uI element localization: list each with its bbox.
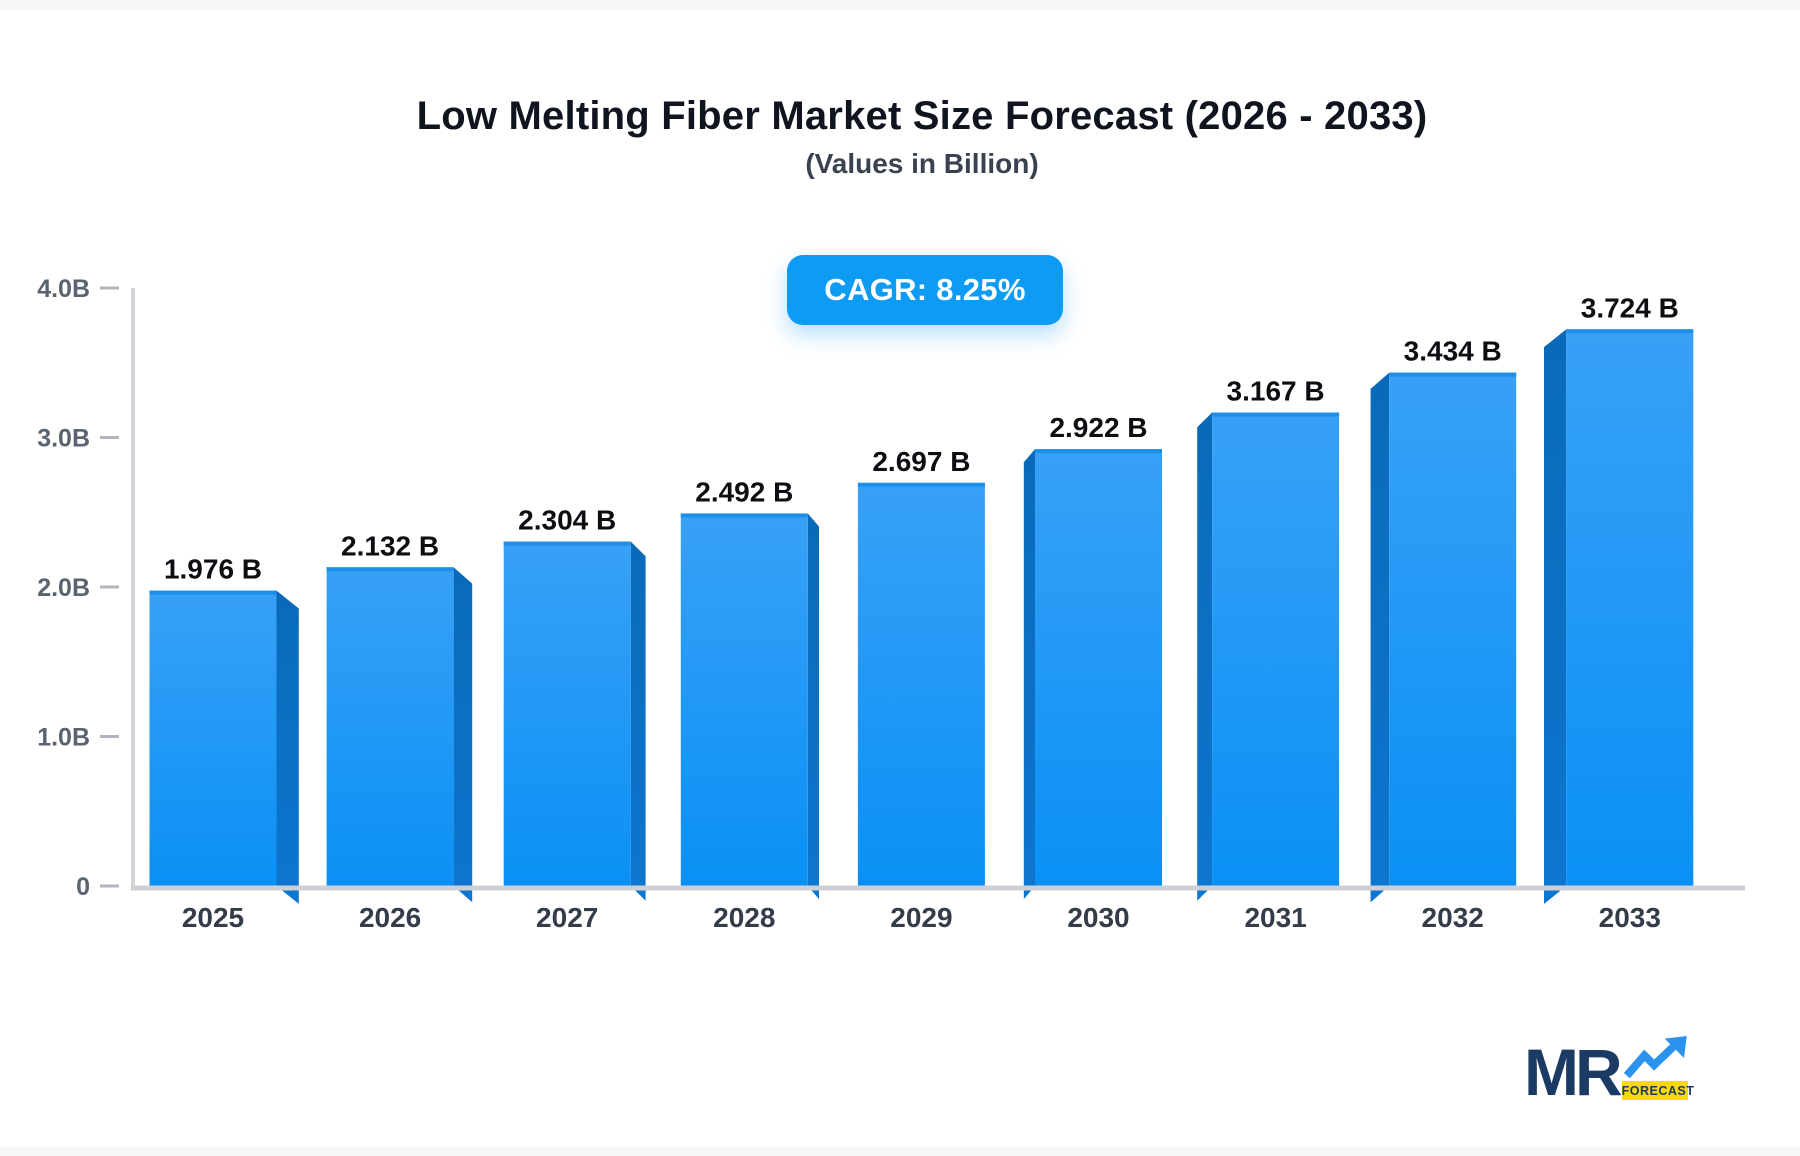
trend-up-arrow-icon <box>1623 1036 1687 1079</box>
bar <box>326 567 454 886</box>
bar <box>149 590 277 886</box>
chart-title: Low Melting Fiber Market Size Forecast (… <box>416 94 1428 138</box>
bar-value-label: 3.724 B <box>1581 292 1679 323</box>
bar-top-edge <box>1212 412 1340 417</box>
bar-value-label: 2.922 B <box>1049 412 1147 443</box>
bar-top-edge <box>503 541 631 546</box>
bar <box>1389 372 1517 886</box>
bar-side-face <box>276 590 299 904</box>
logo-subtext: FORECAST <box>1621 1081 1694 1100</box>
bar-top-edge <box>149 590 277 595</box>
y-tick-label: 1.0B <box>37 724 90 752</box>
logo-text: MR <box>1524 1034 1623 1109</box>
y-tick-label: 2.0B <box>37 574 90 602</box>
bar-side-face <box>1197 412 1213 901</box>
bar-top-edge <box>680 513 808 518</box>
y-tick-label: 3.0B <box>37 425 90 453</box>
bar-value-label: 2.132 B <box>341 530 439 561</box>
bar-side-face <box>1023 449 1035 900</box>
x-tick-label: 2027 <box>536 902 598 933</box>
bar-value-label: 2.492 B <box>695 476 793 507</box>
cagr-badge: CAGR: 8.25% <box>787 255 1063 325</box>
bar-top-edge <box>326 567 454 572</box>
y-tick-label: 0 <box>76 873 90 901</box>
bar <box>1566 329 1694 887</box>
y-tick-label: 4.0B <box>37 275 90 303</box>
bar-side-face <box>630 541 646 901</box>
logo-right-block: FORECAST <box>1621 1036 1694 1100</box>
x-tick-label: 2025 <box>182 902 244 933</box>
bar-value-label: 3.167 B <box>1227 376 1325 407</box>
bar <box>1035 449 1162 886</box>
bar <box>680 513 808 886</box>
x-tick-label: 2033 <box>1599 902 1661 933</box>
chart-subtitle: (Values in Billion) <box>805 148 1039 179</box>
bar-side-face <box>807 513 819 900</box>
x-tick-label: 2032 <box>1422 902 1484 933</box>
x-tick-label: 2031 <box>1244 902 1306 933</box>
x-tick-label: 2030 <box>1067 902 1129 933</box>
cagr-badge-label: CAGR: 8.25% <box>824 272 1026 307</box>
bar-side-face <box>1370 372 1390 903</box>
x-tick-label: 2028 <box>713 902 775 933</box>
bar-side-face <box>1544 329 1567 904</box>
bar-value-label: 1.976 B <box>164 554 262 585</box>
bar-value-label: 3.434 B <box>1404 336 1502 367</box>
x-tick-label: 2026 <box>359 902 421 933</box>
bar-top-edge <box>857 482 985 487</box>
bar-top-edge <box>1566 329 1694 334</box>
bar-value-label: 2.304 B <box>518 505 616 536</box>
bar-side-face <box>453 567 473 903</box>
bar <box>857 482 985 886</box>
bar <box>1212 412 1340 886</box>
logo: MR FORECAST <box>1524 1030 1694 1109</box>
bar-top-edge <box>1389 372 1517 377</box>
bar <box>503 541 631 886</box>
x-tick-label: 2029 <box>890 902 952 933</box>
bar-top-edge <box>1035 449 1162 454</box>
bar-value-label: 2.697 B <box>872 446 970 477</box>
